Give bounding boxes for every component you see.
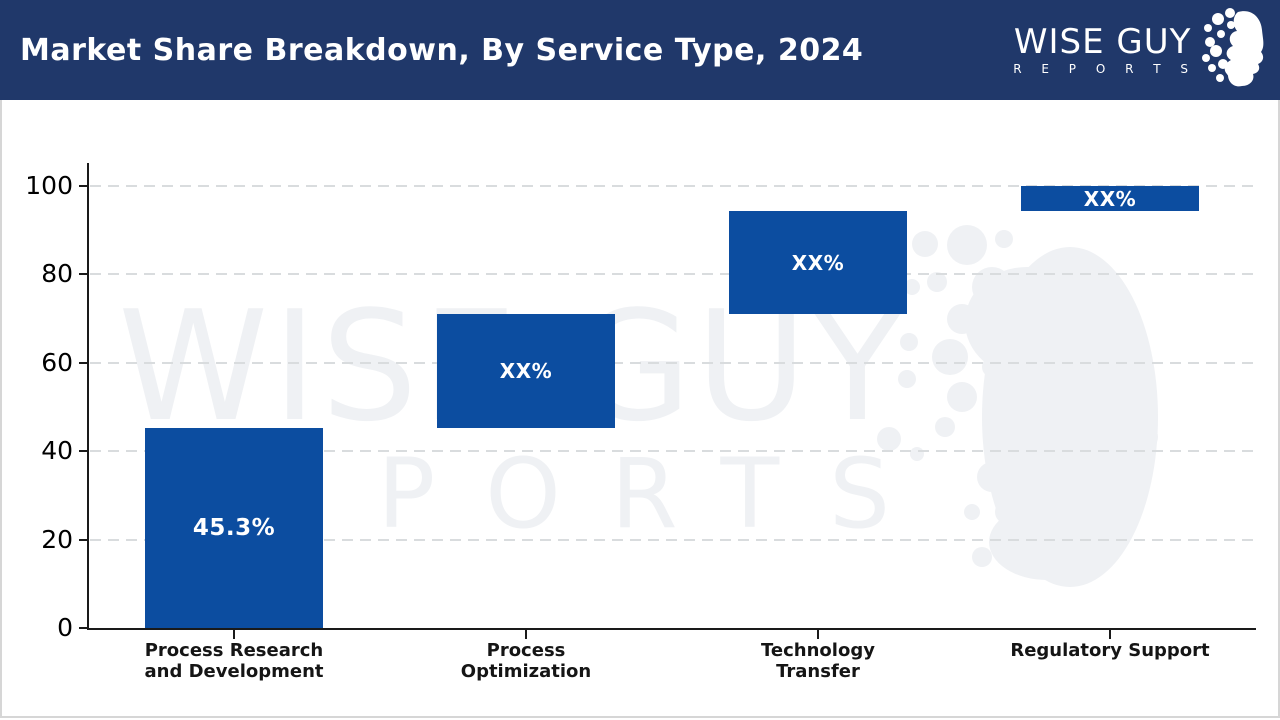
- y-tick-label-20: 20: [41, 524, 73, 554]
- brand-logo-text: WISE GUY R E P O R T S: [1009, 24, 1196, 76]
- x-category-label-4: Regulatory Support: [960, 640, 1260, 661]
- bar-segment-3: XX%: [729, 211, 907, 315]
- grid-line-20: [90, 538, 1256, 541]
- y-tick-label-40: 40: [41, 436, 73, 466]
- brand-logo-line2: R E P O R T S: [1013, 62, 1196, 76]
- brand-logo: WISE GUY R E P O R T S: [1009, 6, 1268, 94]
- y-tick-label-100: 100: [25, 171, 73, 200]
- x-axis-spine: [87, 628, 1256, 630]
- brand-logo-line1: WISE GUY: [1013, 22, 1192, 62]
- chart-title: Market Share Breakdown, By Service Type,…: [20, 32, 864, 68]
- header-bar: Market Share Breakdown, By Service Type,…: [0, 0, 1280, 100]
- bar-segment-4: XX%: [1021, 186, 1199, 212]
- bar-value-label-4: XX%: [1083, 186, 1137, 211]
- x-category-label-line: Process Research: [144, 640, 324, 661]
- y-tick-label-80: 80: [41, 259, 73, 289]
- x-tick-mark-3: [817, 630, 819, 639]
- x-category-label-line: Regulatory Support: [1010, 640, 1210, 661]
- grid-line-100: [90, 185, 1256, 187]
- x-category-label-line: and Development: [144, 661, 324, 682]
- y-axis-spine: [87, 163, 89, 630]
- y-tick-label-60: 60: [41, 347, 73, 377]
- brand-face-icon: [1198, 6, 1268, 94]
- bar-value-label-3: XX%: [791, 250, 845, 275]
- bar-segment-2: XX%: [437, 314, 615, 428]
- y-tick-mark-40: [79, 450, 88, 453]
- bar-value-label-2: XX%: [499, 358, 553, 383]
- x-category-label-line: Technology: [761, 640, 875, 661]
- x-category-label-line: Transfer: [776, 661, 860, 682]
- x-tick-mark-2: [525, 630, 527, 639]
- y-tick-mark-20: [79, 538, 88, 541]
- bar-segment-1: 45.3%: [145, 427, 323, 628]
- bar-value-label-1: 45.3%: [192, 514, 276, 541]
- y-tick-mark-80: [79, 273, 88, 276]
- grid-line-40: [90, 450, 1256, 453]
- x-tick-mark-4: [1109, 630, 1111, 639]
- x-category-label-2: Process Optimization: [376, 640, 676, 682]
- x-category-label-line: Process: [486, 640, 566, 661]
- y-tick-mark-0: [79, 627, 88, 629]
- grid-line-80: [90, 273, 1256, 276]
- x-category-label-1: Process Research and Development: [84, 640, 384, 682]
- x-category-label-3: Technology Transfer: [668, 640, 968, 682]
- watermark-face-icon: [852, 212, 1182, 616]
- y-tick-label-0: 0: [57, 613, 73, 642]
- x-tick-mark-1: [233, 630, 235, 639]
- y-tick-mark-100: [79, 185, 88, 187]
- x-category-label-line: Optimization: [460, 661, 592, 682]
- y-tick-mark-60: [79, 361, 88, 364]
- grid-line-60: [90, 361, 1256, 364]
